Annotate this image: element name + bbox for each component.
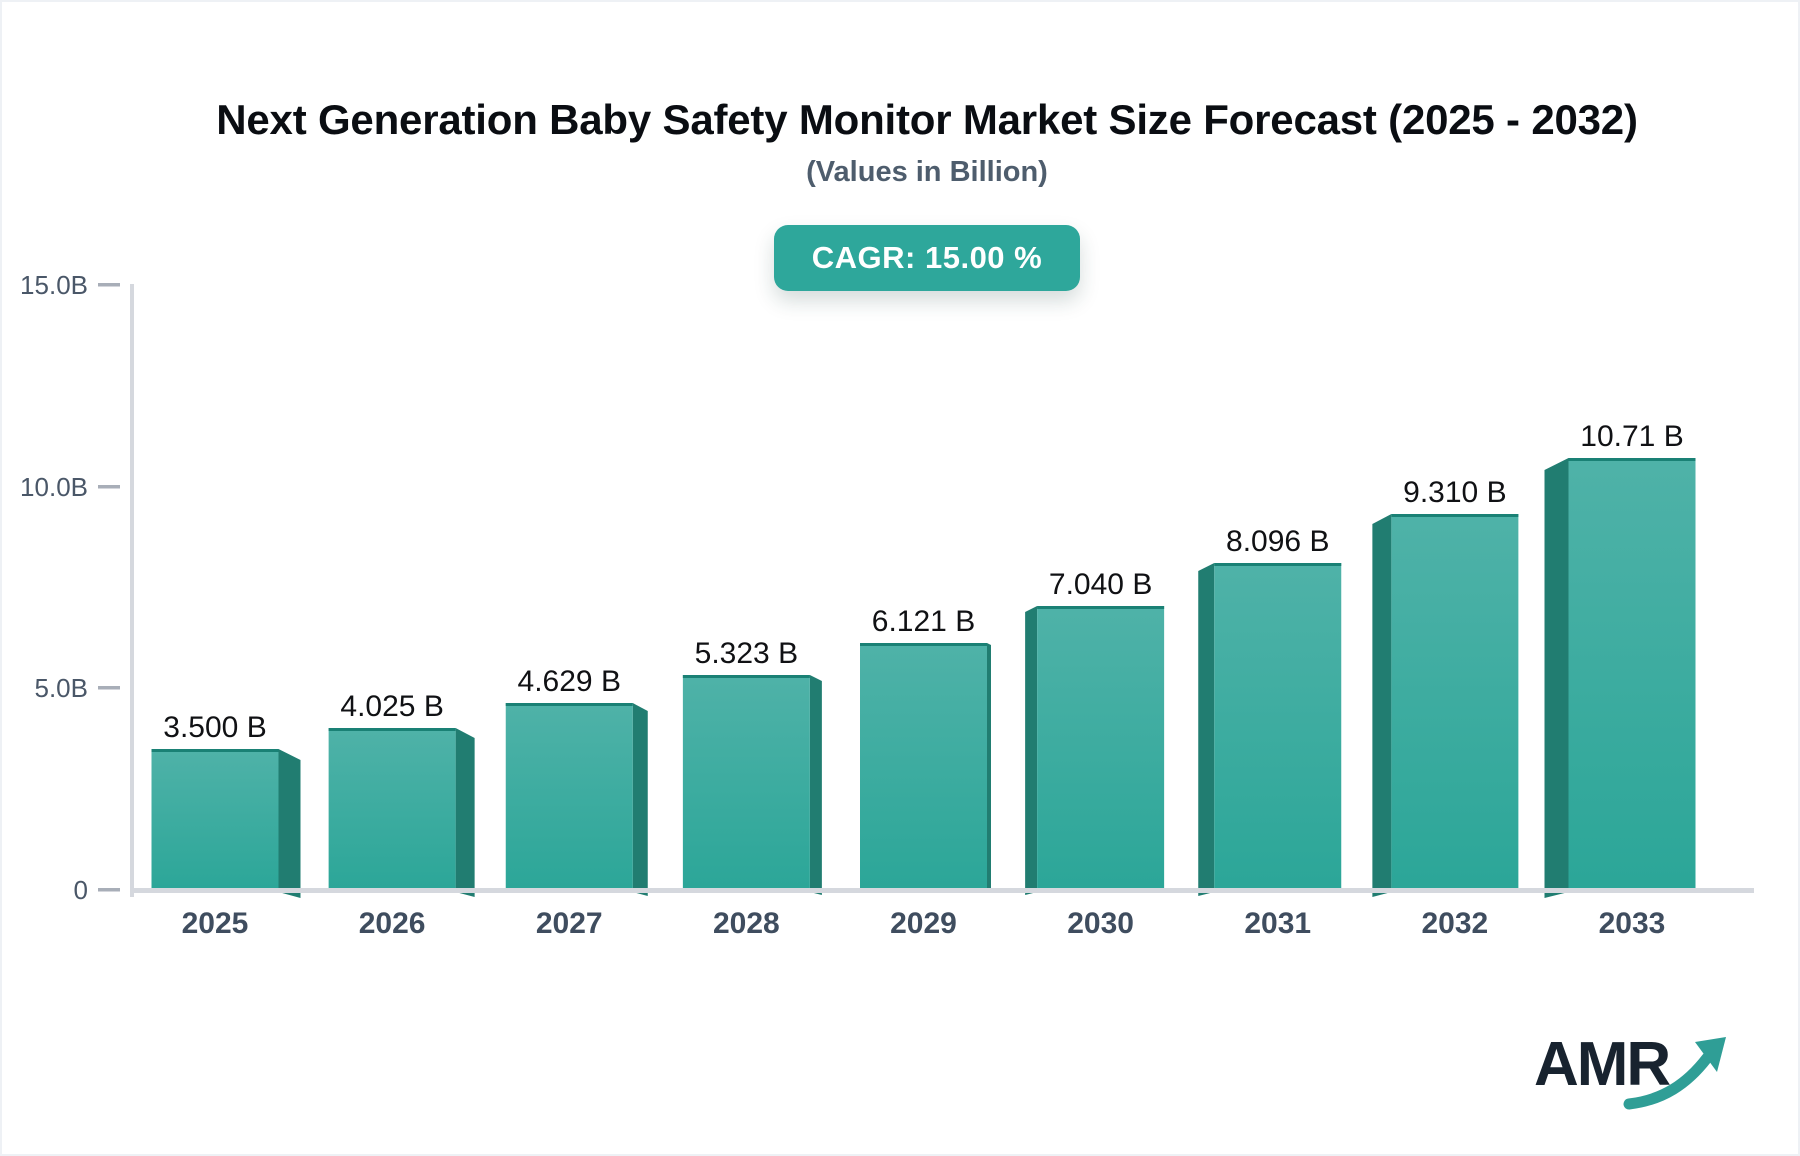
- x-axis-label: 2028: [713, 907, 780, 940]
- page-title: Next Generation Baby Safety Monitor Mark…: [216, 96, 1638, 143]
- y-tick-dash: [98, 686, 120, 690]
- bar-side-face: [809, 675, 822, 895]
- y-tick-label: 5.0B: [35, 673, 89, 703]
- brand-logo-text: AMR: [1534, 1030, 1671, 1099]
- bar-value-label: 8.096 B: [1226, 525, 1329, 558]
- bar-side-face: [1025, 606, 1038, 895]
- bar-2027: 4.629 B: [505, 665, 648, 896]
- bar-side-face: [1198, 563, 1215, 896]
- bar-value-label: 6.121 B: [872, 605, 975, 638]
- x-axis-line: [130, 888, 1754, 893]
- bar-value-label: 9.310 B: [1403, 476, 1506, 509]
- cagr-badge: CAGR: 15.00 %: [773, 225, 1081, 291]
- bar-side-face: [455, 728, 475, 897]
- brand-logo: AMR: [1534, 1034, 1743, 1116]
- bar-front-face: [860, 643, 987, 892]
- chart-subtitle: (Values in Billion): [806, 156, 1048, 188]
- y-tick-dash: [98, 283, 120, 287]
- bar-value-label: 3.500 B: [163, 711, 266, 744]
- bar-front-face: [328, 728, 456, 892]
- y-tick-label: 15.0B: [20, 270, 88, 300]
- bar-2030: 7.040 B: [1025, 568, 1165, 895]
- bar-front-face: [682, 675, 810, 892]
- x-axis-label: 2032: [1422, 907, 1489, 940]
- bar-value-label: 7.040 B: [1049, 568, 1152, 601]
- bar-2031: 8.096 B: [1198, 525, 1342, 896]
- bar-side-face: [632, 703, 648, 896]
- bar-value-label: 4.025 B: [340, 690, 443, 723]
- x-axis-label: 2026: [359, 907, 426, 940]
- bar-front-face: [1214, 563, 1342, 892]
- bar-side-face: [1372, 514, 1392, 897]
- y-axis-line: [130, 284, 134, 897]
- y-tick-label: 0: [74, 875, 88, 905]
- x-axis-label: 2031: [1244, 907, 1311, 940]
- bar-side-face: [987, 643, 991, 893]
- x-axis-label: 2029: [890, 907, 957, 940]
- x-axis-label: 2025: [182, 907, 249, 940]
- y-tick-dash: [98, 888, 120, 892]
- bar-front-face: [1391, 514, 1519, 892]
- x-axis-label: 2030: [1067, 907, 1134, 940]
- x-axis-label: 2027: [536, 907, 603, 940]
- bar-side-face: [1544, 458, 1569, 898]
- bar-value-label: 4.629 B: [518, 665, 621, 698]
- bar-2032: 9.310 B: [1372, 476, 1519, 897]
- bar-2028: 5.323 B: [682, 637, 822, 895]
- bar-front-face: [151, 749, 279, 892]
- bar-2026: 4.025 B: [328, 690, 475, 897]
- bar-side-face: [278, 749, 301, 898]
- y-tick-dash: [98, 485, 120, 489]
- growth-arrow-icon: [1623, 1037, 1727, 1110]
- bar-2029: 6.121 B: [860, 605, 991, 893]
- y-tick-label: 10.0B: [20, 472, 88, 502]
- bar-front-face: [1568, 458, 1696, 892]
- bar-value-label: 5.323 B: [695, 637, 798, 670]
- bar-value-label: 10.71 B: [1580, 420, 1683, 453]
- bar-2033: 10.71 B: [1544, 420, 1696, 898]
- x-axis-label: 2033: [1599, 907, 1666, 940]
- bar-front-face: [1037, 606, 1165, 892]
- bar-2025: 3.500 B: [151, 711, 301, 898]
- bar-front-face: [505, 703, 633, 892]
- chart-header: Next Generation Baby Safety Monitor Mark…: [52, 2, 1798, 291]
